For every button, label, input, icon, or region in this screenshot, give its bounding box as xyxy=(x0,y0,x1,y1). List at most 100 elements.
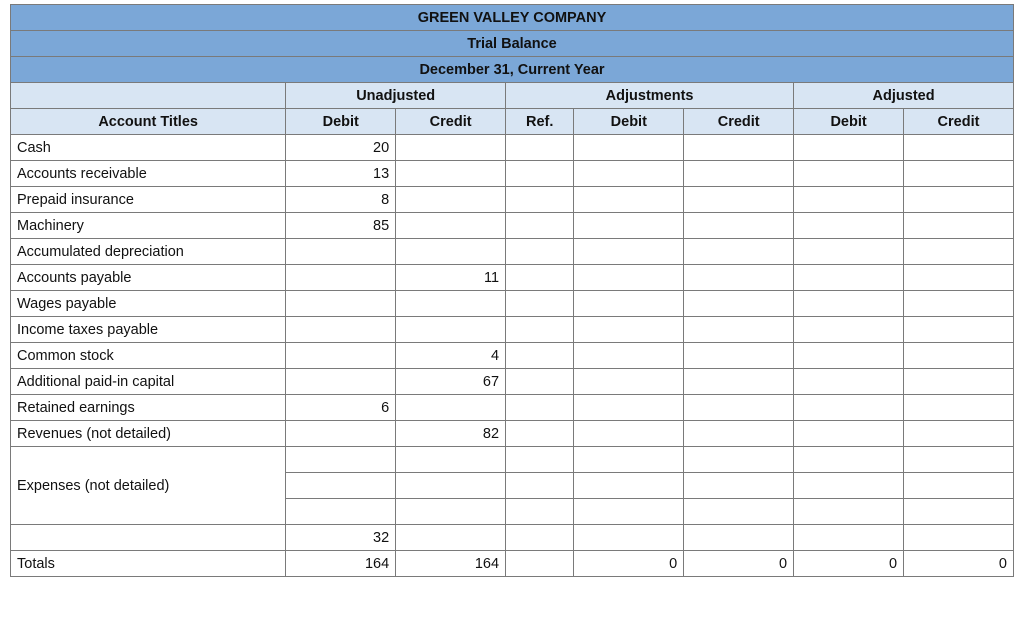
exp-blank-ref-2[interactable] xyxy=(506,473,574,499)
ref-cell[interactable] xyxy=(506,395,574,421)
ref-cell[interactable] xyxy=(506,291,574,317)
unadj-credit-cell[interactable] xyxy=(396,213,506,239)
adjd-credit-cell[interactable] xyxy=(904,317,1014,343)
adj-debit-cell[interactable] xyxy=(574,369,684,395)
adjd-debit-cell[interactable] xyxy=(794,161,904,187)
adj-credit-cell[interactable] xyxy=(684,369,794,395)
adjd-credit-cell[interactable] xyxy=(904,291,1014,317)
adjd-credit-cell[interactable] xyxy=(904,161,1014,187)
adjd-debit-cell[interactable] xyxy=(794,135,904,161)
unadj-credit-cell[interactable]: 82 xyxy=(396,421,506,447)
adj-debit-cell[interactable] xyxy=(574,421,684,447)
exp-blank-jd-3[interactable] xyxy=(794,499,904,525)
adj-credit-cell[interactable] xyxy=(684,161,794,187)
unadj-debit-cell[interactable] xyxy=(286,317,396,343)
adjd-credit-cell[interactable] xyxy=(904,395,1014,421)
exp-blank-ud-1[interactable] xyxy=(286,447,396,473)
ref-cell[interactable] xyxy=(506,317,574,343)
exp-blank-ud-2[interactable] xyxy=(286,473,396,499)
unadj-debit-cell[interactable] xyxy=(286,421,396,447)
exp-blank-jd-2[interactable] xyxy=(794,473,904,499)
adjd-debit-cell[interactable] xyxy=(794,239,904,265)
adjd-debit-cell[interactable] xyxy=(794,421,904,447)
adj-credit-cell[interactable] xyxy=(684,213,794,239)
exp-blank-ref-1[interactable] xyxy=(506,447,574,473)
adj-debit-cell[interactable] xyxy=(574,135,684,161)
unadj-debit-cell[interactable]: 8 xyxy=(286,187,396,213)
adj-credit-cell[interactable] xyxy=(684,395,794,421)
adjd-credit-cell[interactable] xyxy=(904,421,1014,447)
adj-credit-cell[interactable] xyxy=(684,265,794,291)
exp-blank-ad-3[interactable] xyxy=(574,499,684,525)
adjd-credit-cell[interactable] xyxy=(904,135,1014,161)
adj-debit-cell[interactable] xyxy=(574,291,684,317)
adjd-credit-cell[interactable] xyxy=(904,213,1014,239)
adjd-debit-cell[interactable] xyxy=(794,291,904,317)
ref-cell[interactable] xyxy=(506,421,574,447)
adjd-debit-cell[interactable] xyxy=(794,343,904,369)
exp-blank-ref-3[interactable] xyxy=(506,499,574,525)
exp-blank-ad-2[interactable] xyxy=(574,473,684,499)
exp-blank-ac-1[interactable] xyxy=(684,447,794,473)
adjd-debit-cell[interactable] xyxy=(794,187,904,213)
adj-debit-cell[interactable] xyxy=(574,161,684,187)
unadj-credit-cell[interactable] xyxy=(396,187,506,213)
adj-credit-cell[interactable] xyxy=(684,343,794,369)
unadj-credit-cell[interactable] xyxy=(396,239,506,265)
unadj-debit-cell[interactable]: 13 xyxy=(286,161,396,187)
adj-debit-cell[interactable] xyxy=(574,213,684,239)
adj-debit-cell[interactable] xyxy=(574,265,684,291)
exp-blank-jd-1[interactable] xyxy=(794,447,904,473)
exp-blank-uc-2[interactable] xyxy=(396,473,506,499)
adj-credit-cell[interactable] xyxy=(684,135,794,161)
adj-debit-cell[interactable] xyxy=(574,239,684,265)
ref-cell[interactable] xyxy=(506,343,574,369)
adjd-credit-cell[interactable] xyxy=(904,343,1014,369)
unadj-credit-cell[interactable]: 11 xyxy=(396,265,506,291)
adjd-credit-cell[interactable] xyxy=(904,265,1014,291)
adj-credit-cell[interactable] xyxy=(684,317,794,343)
exp-blank-ud-3[interactable] xyxy=(286,499,396,525)
exp-blank-ac-2[interactable] xyxy=(684,473,794,499)
adj-debit-cell[interactable] xyxy=(574,395,684,421)
exp-blank-jc-3[interactable] xyxy=(904,499,1014,525)
ref-cell[interactable] xyxy=(506,135,574,161)
adjd-credit-cell[interactable] xyxy=(904,239,1014,265)
exp-blank-ad-1[interactable] xyxy=(574,447,684,473)
ref-cell[interactable] xyxy=(506,239,574,265)
exp-blank-jc-1[interactable] xyxy=(904,447,1014,473)
unadj-credit-cell[interactable] xyxy=(396,291,506,317)
unadj-debit-cell[interactable] xyxy=(286,369,396,395)
adj-debit-cell[interactable] xyxy=(574,343,684,369)
unadj-credit-cell[interactable] xyxy=(396,395,506,421)
adj-credit-cell[interactable] xyxy=(684,187,794,213)
adjd-debit-cell[interactable] xyxy=(794,317,904,343)
adjd-credit-cell[interactable] xyxy=(904,187,1014,213)
unadj-credit-cell[interactable] xyxy=(396,161,506,187)
exp-blank-uc-1[interactable] xyxy=(396,447,506,473)
adj-debit-cell[interactable] xyxy=(574,187,684,213)
adjd-debit-cell[interactable] xyxy=(794,369,904,395)
unadj-debit-cell[interactable]: 85 xyxy=(286,213,396,239)
unadj-debit-cell[interactable]: 20 xyxy=(286,135,396,161)
ref-cell[interactable] xyxy=(506,265,574,291)
unadj-debit-cell[interactable] xyxy=(286,265,396,291)
exp-blank-ac-3[interactable] xyxy=(684,499,794,525)
unadj-debit-cell[interactable] xyxy=(286,291,396,317)
exp-blank-uc-3[interactable] xyxy=(396,499,506,525)
adjd-credit-cell[interactable] xyxy=(904,369,1014,395)
ref-cell[interactable] xyxy=(506,187,574,213)
unadj-debit-cell[interactable]: 6 xyxy=(286,395,396,421)
adjd-debit-cell[interactable] xyxy=(794,265,904,291)
unadj-debit-cell[interactable] xyxy=(286,239,396,265)
ref-cell[interactable] xyxy=(506,369,574,395)
unadj-debit-cell[interactable] xyxy=(286,343,396,369)
adjd-debit-cell[interactable] xyxy=(794,213,904,239)
ref-cell[interactable] xyxy=(506,161,574,187)
exp-blank-jc-2[interactable] xyxy=(904,473,1014,499)
unadj-credit-cell[interactable] xyxy=(396,317,506,343)
adj-credit-cell[interactable] xyxy=(684,239,794,265)
unadj-credit-cell[interactable]: 67 xyxy=(396,369,506,395)
unadj-credit-cell[interactable]: 4 xyxy=(396,343,506,369)
ref-cell[interactable] xyxy=(506,213,574,239)
